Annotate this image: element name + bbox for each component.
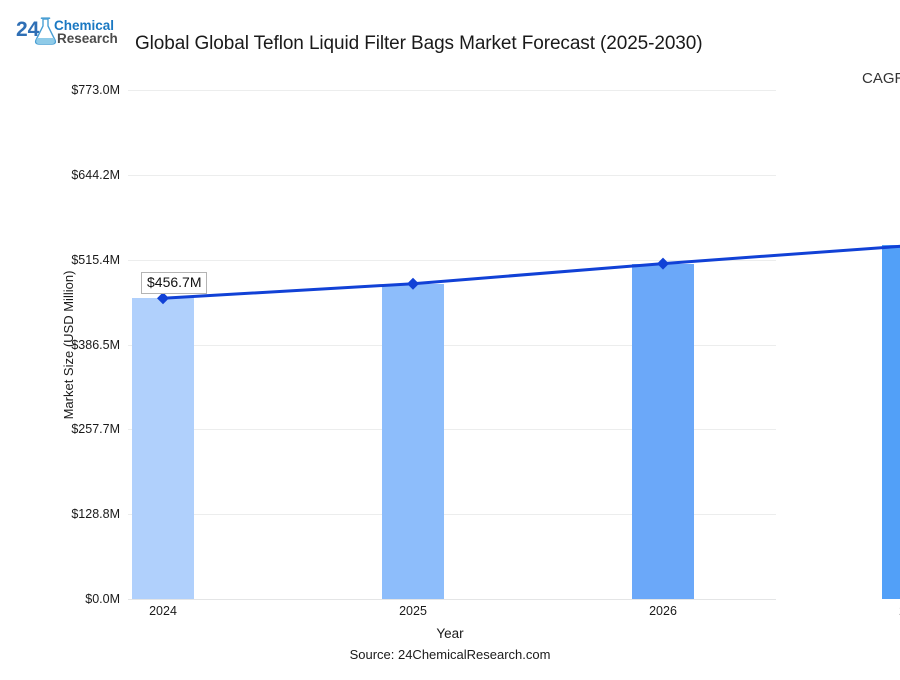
data-point-marker-2024[interactable] [157, 292, 169, 305]
y-axis-tick-label: $773.0M [71, 83, 120, 97]
x-axis-title: Year [436, 626, 464, 641]
logo-word-top: Chemical [54, 18, 114, 33]
logo-number: 24 [16, 18, 40, 41]
y-axis-tick-label: $0.0M [85, 592, 120, 606]
brand-logo: 24 Chemical Research [16, 14, 126, 50]
x-axis-tick-label: 2026 [649, 604, 677, 618]
x-axis-tick-label: 2024 [149, 604, 177, 618]
y-axis-tick-label: $257.7M [71, 422, 120, 437]
chart-title: Global Global Teflon Liquid Filter Bags … [135, 33, 703, 54]
x-axis-baseline [128, 599, 776, 600]
flask-icon [34, 17, 57, 45]
gridline [128, 174, 776, 176]
bar-2025[interactable] [382, 283, 444, 599]
source-note: Source: 24ChemicalResearch.com [349, 647, 551, 662]
y-axis-tick-label: $386.5M [71, 337, 120, 352]
bar-series [128, 90, 900, 599]
bar-2027[interactable] [882, 245, 900, 599]
data-point-marker-2026[interactable] [657, 257, 669, 270]
y-axis-tick-label: $128.8M [71, 507, 120, 522]
gridline [128, 344, 776, 346]
trend-line [162, 244, 900, 300]
y-axis-tick-label: $644.2M [71, 167, 120, 182]
gridline [128, 429, 776, 431]
cagr-annotation: CAGR [862, 70, 900, 87]
gridline [128, 259, 776, 261]
trend-line-series [157, 244, 900, 305]
y-axis-ticks: $0.0M $128.8M $257.7M $386.5M $515.4M $644.2M… [0, 83, 120, 606]
bar-2024[interactable] [132, 298, 194, 599]
x-axis-tick-label: 2025 [399, 604, 427, 618]
y-axis-tick-label: $515.4M [71, 252, 120, 267]
plot-area: $456.7M [128, 90, 900, 600]
data-label-2024: $456.7M [141, 272, 208, 294]
gridlines [128, 90, 776, 599]
x-axis-ticks: 2024202520262027 [128, 604, 900, 626]
logo-word-bottom: Research [57, 31, 118, 46]
data-point-marker-2025[interactable] [407, 277, 419, 290]
gridline [128, 514, 776, 516]
bar-2026[interactable] [632, 263, 694, 599]
gridline [128, 90, 776, 91]
